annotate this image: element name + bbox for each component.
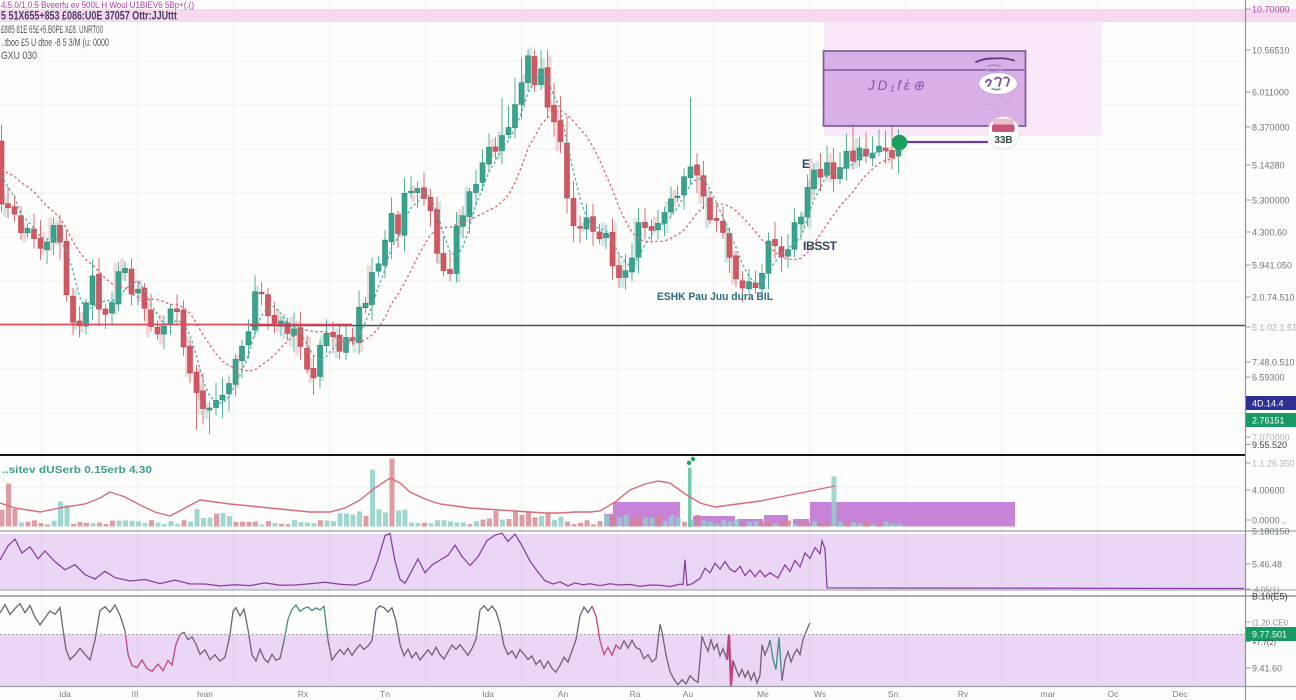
svg-text:5.300000: 5.300000 [1252, 196, 1290, 206]
svg-text:Au: Au [683, 689, 694, 699]
svg-text:33B: 33B [994, 135, 1012, 146]
svg-text:0.0000 ..: 0.0000 .. [1252, 516, 1287, 526]
svg-text:Me: Me [757, 689, 769, 699]
svg-text:5.941.050: 5.941.050 [1252, 261, 1292, 271]
svg-text:..tboo £5 U dtoe -8 5 3/M (u:: ..tboo £5 U dtoe -8 5 3/M (u: 0000 [1, 37, 109, 49]
svg-text:GXU 030: GXU 030 [1, 50, 37, 62]
svg-text:5.180150: 5.180150 [1252, 527, 1290, 537]
svg-text:4.00600: 4.00600 [1252, 486, 1285, 496]
svg-text:Dec: Dec [1172, 689, 1188, 699]
svg-text:7.070000: 7.070000 [1252, 433, 1290, 443]
svg-text:An: An [558, 689, 569, 699]
svg-text:10.70000: 10.70000 [1252, 5, 1290, 15]
svg-text:..sitev dUSerb 0.15erb 4.30: ..sitev dUSerb 0.15erb 4.30 [2, 464, 152, 476]
svg-text:9.77.501: 9.77.501 [1252, 630, 1287, 640]
svg-text:+7.7(2): +7.7(2) [1252, 638, 1276, 647]
svg-text:7.48.0.510: 7.48.0.510 [1252, 358, 1295, 368]
svg-text:Ida: Ida [59, 689, 71, 699]
svg-text:.4.05(1): .4.05(1) [1252, 586, 1280, 595]
svg-text:Ivan: Ivan [197, 689, 213, 699]
svg-text:Rv: Rv [958, 689, 969, 699]
svg-text:Sn: Sn [888, 689, 899, 699]
svg-text:5.1.02.1.510: 5.1.02.1.510 [1252, 323, 1296, 333]
svg-text:9.41.60: 9.41.60 [1252, 664, 1282, 674]
svg-text:4.300.60: 4.300.60 [1252, 228, 1287, 238]
svg-text:4D.14.4: 4D.14.4 [1252, 399, 1284, 409]
svg-text:B.10(E5): B.10(E5) [1252, 592, 1288, 602]
svg-text:1.1.26.350: 1.1.26.350 [1252, 459, 1295, 469]
svg-text:Ra: Ra [630, 689, 641, 699]
svg-text:ESHK Pau Juu dura BIL: ESHK Pau Juu dura BIL [657, 291, 773, 303]
svg-text:9.55.520: 9.55.520 [1252, 440, 1287, 450]
svg-text:Rx: Rx [298, 689, 309, 699]
svg-text:5.14280: 5.14280 [1252, 161, 1285, 171]
svg-text:5.46.48: 5.46.48 [1252, 560, 1282, 570]
svg-text:Tn: Tn [380, 689, 390, 699]
svg-text:6.59300: 6.59300 [1252, 373, 1285, 383]
svg-text:2.76151: 2.76151 [1252, 416, 1285, 426]
svg-text:Ida: Ida [482, 689, 494, 699]
svg-text:(1.20.CE0: (1.20.CE0 [1252, 619, 1289, 628]
svg-text:6.011000: 6.011000 [1252, 88, 1289, 98]
svg-text:Ws: Ws [814, 689, 826, 699]
svg-text:E: E [802, 157, 810, 171]
svg-text:£885 81E 65£+5.B0P£ X£8. UNRT0: £885 81E 65£+5.B0P£ X£8. UNRT00 [1, 24, 103, 36]
svg-text:10.56510: 10.56510 [1252, 46, 1290, 56]
svg-text:III: III [131, 689, 138, 699]
svg-text:mar: mar [1041, 689, 1056, 699]
svg-text:2.0.74.510: 2.0.74.510 [1252, 293, 1295, 303]
svg-text:8.370000: 8.370000 [1252, 123, 1290, 133]
svg-text:IBSST: IBSST [803, 239, 838, 253]
svg-text:5 51X655+853 £086:U0E 37057 Ot: 5 51X655+853 £086:U0E 37057 Ottr:JJUttt [1, 9, 177, 23]
svg-text:4.5.0/1.0.5 Bveerfu ev 500L H: 4.5.0/1.0.5 Bveerfu ev 500L H Woul U1BIE… [1, 0, 194, 10]
svg-text:Oc: Oc [1108, 689, 1120, 699]
